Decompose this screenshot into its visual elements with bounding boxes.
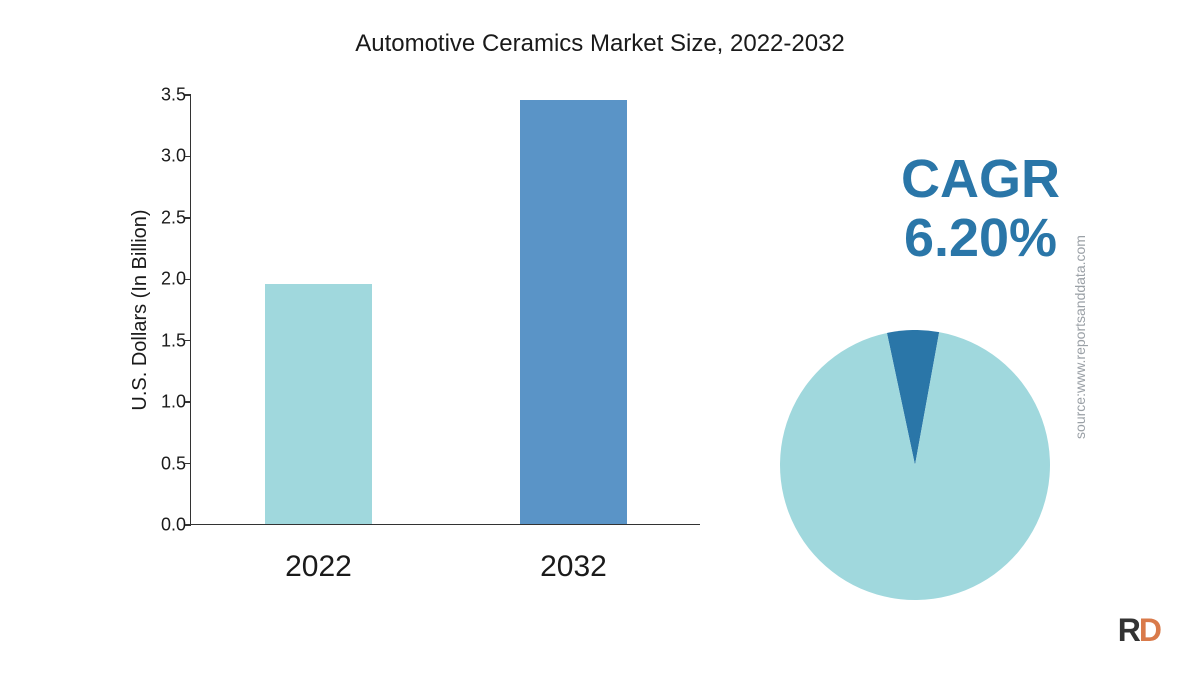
y-tick-mark — [185, 94, 191, 96]
y-tick-label: 0.5 — [146, 453, 186, 474]
y-tick-mark — [185, 524, 191, 526]
y-tick-mark — [185, 217, 191, 219]
x-label-2032: 2032 — [540, 550, 607, 584]
cagr-block: CAGR 6.20% — [901, 150, 1060, 269]
logo-letter-r: R — [1118, 612, 1139, 648]
cagr-label: CAGR — [901, 150, 1060, 209]
y-tick-label: 3.5 — [146, 85, 186, 106]
y-tick-mark — [185, 340, 191, 342]
bar-2022 — [265, 284, 372, 524]
chart-title: Automotive Ceramics Market Size, 2022-20… — [0, 30, 1200, 58]
pie-chart — [780, 330, 1050, 600]
y-tick-mark — [185, 279, 191, 281]
brand-logo: RD — [1118, 612, 1160, 649]
x-label-2022: 2022 — [285, 550, 352, 584]
y-tick-mark — [185, 156, 191, 158]
bar-2032 — [520, 100, 627, 524]
y-tick-mark — [185, 463, 191, 465]
y-tick-label: 2.0 — [146, 269, 186, 290]
y-tick-mark — [185, 401, 191, 403]
logo-letter-d: D — [1139, 612, 1160, 648]
y-tick-label: 1.5 — [146, 330, 186, 351]
y-tick-label: 0.0 — [146, 515, 186, 536]
y-tick-label: 3.0 — [146, 146, 186, 167]
source-attribution: source:www.reportsanddata.com — [1072, 235, 1088, 439]
y-tick-label: 1.0 — [146, 392, 186, 413]
bar-plot-area: 0.00.51.01.52.02.53.03.520222032 — [190, 95, 700, 525]
cagr-value: 6.20% — [901, 209, 1060, 268]
bar-chart: U.S. Dollars (In Billion) 0.00.51.01.52.… — [140, 95, 700, 525]
y-tick-label: 2.5 — [146, 207, 186, 228]
y-axis-label: U.S. Dollars (In Billion) — [129, 209, 152, 410]
